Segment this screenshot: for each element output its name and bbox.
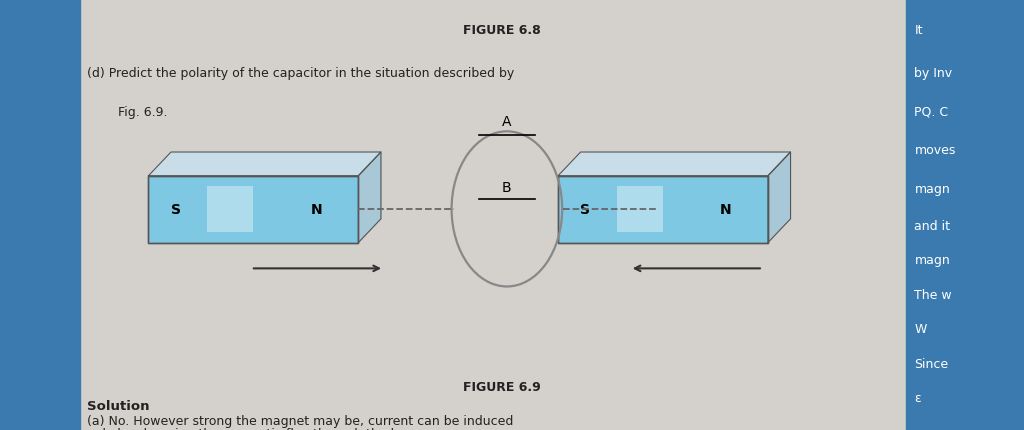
Text: A: A (502, 115, 512, 129)
Text: and it: and it (914, 219, 950, 232)
Bar (148, 176, 358, 243)
Text: S: S (581, 203, 591, 217)
Text: ε: ε (914, 391, 921, 404)
Text: PQ. C: PQ. C (914, 105, 948, 118)
Polygon shape (558, 153, 791, 176)
Polygon shape (358, 153, 381, 243)
Text: W: W (914, 322, 927, 335)
Text: moves: moves (914, 144, 955, 157)
Text: Solution: Solution (87, 399, 150, 412)
Text: B: B (502, 181, 512, 194)
Text: Since: Since (914, 357, 948, 370)
Bar (207, 186, 254, 233)
Text: FIGURE 6.9: FIGURE 6.9 (463, 381, 541, 393)
Polygon shape (768, 153, 791, 243)
Text: FIGURE 6.8: FIGURE 6.8 (463, 24, 541, 37)
Text: (d) Predict the polarity of the capacitor in the situation described by: (d) Predict the polarity of the capacito… (87, 67, 514, 80)
Text: S: S (171, 203, 181, 217)
Text: It: It (914, 24, 923, 37)
Text: by Inv: by Inv (914, 67, 952, 80)
Bar (616, 186, 664, 233)
Bar (558, 176, 768, 243)
Text: magn: magn (914, 183, 950, 196)
Text: The w: The w (914, 288, 952, 301)
Bar (0, 0, 80, 430)
Text: N: N (310, 203, 323, 217)
Bar (906, 0, 1024, 430)
Text: (a) No. However strong the magnet may be, current can be induced: (a) No. However strong the magnet may be… (87, 414, 513, 427)
Text: Fig. 6.9.: Fig. 6.9. (118, 105, 167, 118)
Polygon shape (148, 153, 381, 176)
Text: magn: magn (914, 254, 950, 267)
Text: only by changing the magnetic flux through the loop.: only by changing the magnetic flux throu… (87, 427, 421, 430)
Text: N: N (720, 203, 732, 217)
Bar (558, 176, 768, 243)
Bar (148, 176, 358, 243)
